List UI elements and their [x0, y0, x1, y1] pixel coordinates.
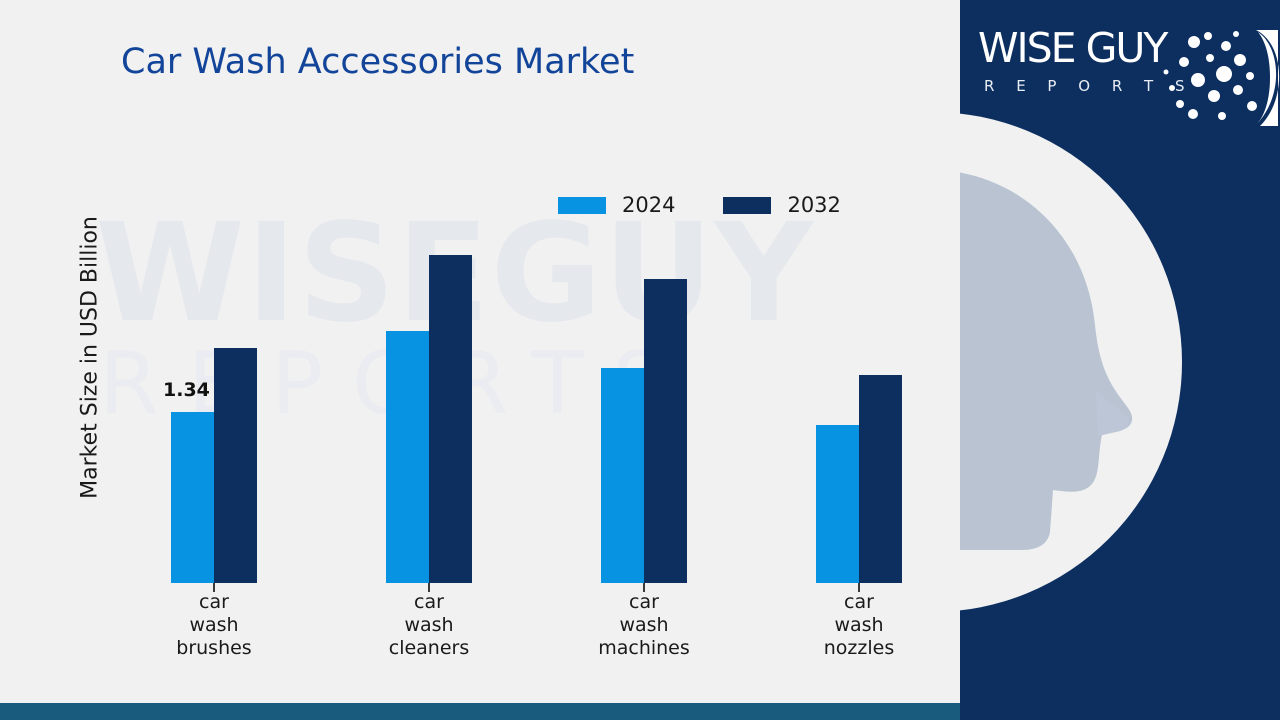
axis-tick-4: [858, 583, 860, 592]
category-label-3-line-1: car: [629, 591, 659, 613]
chart-legend: 2024 2032: [558, 193, 841, 217]
bar-2032-3[interactable]: [644, 279, 687, 583]
axis-tick-3: [643, 583, 645, 592]
y-axis-label: Market Size in USD Billion: [77, 216, 103, 499]
legend-item-2032[interactable]: 2032: [723, 193, 841, 217]
bar-2024-2[interactable]: [386, 331, 429, 583]
axis-tick-2: [428, 583, 430, 592]
category-label-1-line-2: wash: [189, 613, 239, 636]
category-label-2-line-1: car: [414, 591, 444, 613]
legend-label-2024: 2024: [622, 193, 676, 217]
category-label-4: car wash nozzles: [769, 591, 949, 660]
category-label-2-line-3: cleaners: [388, 636, 470, 659]
head-profile-icon: [960, 172, 1133, 550]
bar-group-1: [171, 348, 257, 583]
category-label-4-line-2: wash: [834, 613, 884, 636]
bar-2032-4[interactable]: [859, 375, 902, 583]
bottom-accent-bar: [0, 703, 960, 720]
bar-2024-4[interactable]: [816, 425, 859, 583]
category-label-1-line-1: car: [199, 591, 229, 613]
category-label-4-line-1: car: [844, 591, 874, 613]
legend-swatch-2032: [723, 196, 772, 214]
plot-area: 1.34 car wash brushes car wash cleaners …: [124, 255, 949, 660]
axis-tick-1: [213, 583, 215, 592]
category-label-3-line-2: wash: [619, 613, 669, 636]
bar-value-label-1: 1.34: [163, 379, 210, 401]
category-label-3: car wash machines: [554, 591, 734, 660]
brand-logo: WISE GUY R E P O R T S: [978, 28, 1268, 118]
bar-2032-1[interactable]: [214, 348, 257, 583]
brand-panel: WISE GUY R E P O R T S: [960, 0, 1280, 720]
category-label-4-line-3: nozzles: [823, 636, 895, 659]
bar-2024-1[interactable]: [171, 412, 214, 583]
category-label-2-line-2: wash: [404, 613, 454, 636]
bar-group-4: [816, 375, 902, 583]
dot-cluster-icon: [1163, 30, 1280, 126]
page-title: Car Wash Accessories Market: [121, 42, 635, 82]
category-label-1: car wash brushes: [124, 591, 304, 660]
brand-subtitle: R E P O R T S: [984, 77, 1193, 95]
brand-name: WISE GUY: [978, 24, 1168, 72]
legend-swatch-2024: [558, 196, 606, 214]
bar-2032-2[interactable]: [429, 255, 472, 583]
legend-item-2024[interactable]: 2024: [558, 193, 675, 217]
bar-2024-3[interactable]: [601, 368, 644, 583]
category-label-1-line-3: brushes: [176, 636, 252, 659]
bar-group-2: [386, 255, 472, 583]
bar-group-3: [601, 279, 687, 583]
category-label-3-line-3: machines: [598, 636, 690, 659]
category-label-2: car wash cleaners: [339, 591, 519, 660]
legend-label-2032: 2032: [787, 193, 841, 217]
